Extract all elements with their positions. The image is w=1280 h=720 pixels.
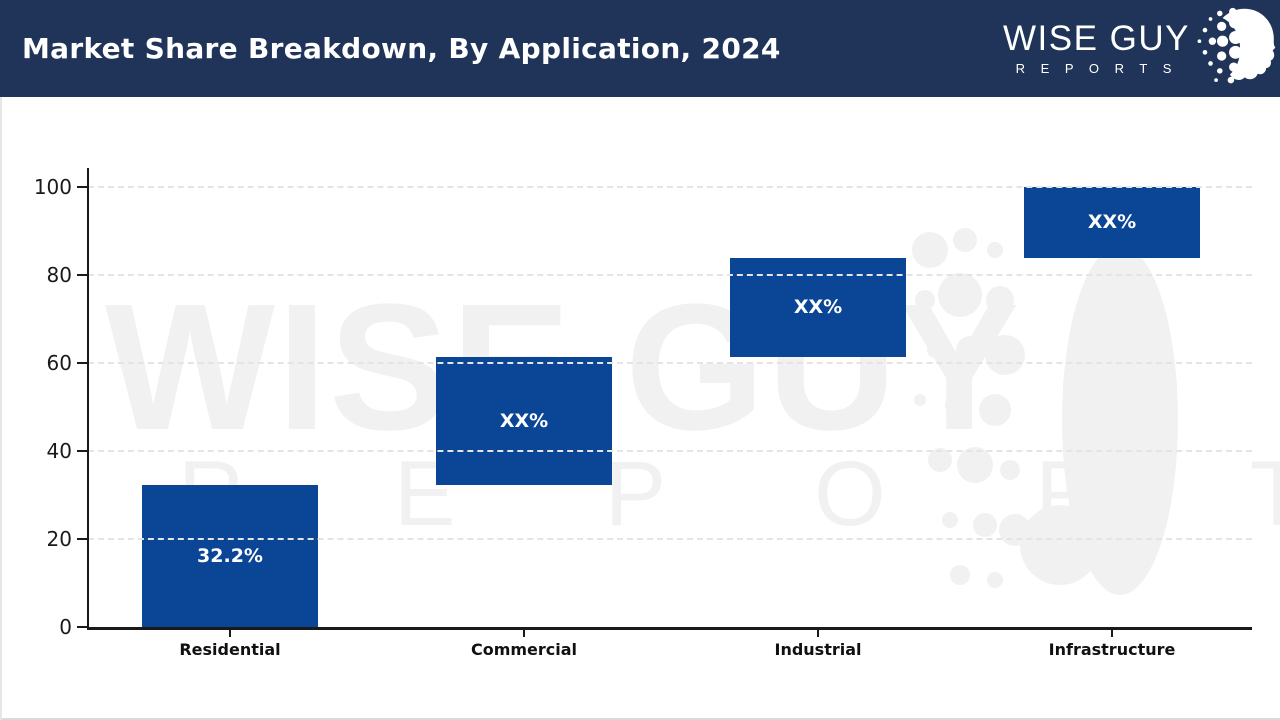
header: Market Share Breakdown, By Application, …: [0, 0, 1280, 97]
y-tick-mark-40: [77, 450, 88, 452]
brand-text: WISE GUY R E P O R T S: [1003, 21, 1190, 76]
x-category-label-residential: Residential: [179, 640, 281, 659]
y-tick-mark-60: [77, 362, 88, 364]
brand-face-icon: [1197, 7, 1276, 83]
gridline-60: [88, 362, 1252, 364]
bar-value-label: XX%: [793, 296, 843, 319]
y-axis-line: [87, 168, 89, 629]
bar-value-label: 32.2%: [197, 545, 263, 568]
brand-name: WISE GUY: [1002, 19, 1190, 58]
y-tick-label-80: 80: [46, 263, 72, 287]
x-category-label-infrastructure: Infrastructure: [1048, 640, 1176, 659]
x-category-label-commercial: Commercial: [470, 640, 578, 659]
brand-subtitle: R E P O R T S: [1015, 61, 1178, 76]
x-axis-line: [87, 627, 1252, 630]
y-tick-mark-100: [77, 186, 88, 188]
x-tick-mark-residential: [229, 630, 231, 637]
y-tick-mark-20: [77, 538, 88, 540]
y-tick-mark-80: [77, 274, 88, 276]
bottom-border: [0, 718, 1280, 720]
bar-industrial: XX%: [730, 257, 906, 357]
x-tick-mark-industrial: [817, 630, 819, 637]
y-tick-label-20: 20: [46, 527, 72, 551]
gridline-40: [88, 450, 1252, 452]
gridline-80: [88, 274, 1252, 276]
gridline-20: [88, 538, 1252, 540]
y-tick-label-0: 0: [59, 615, 72, 639]
bar-infrastructure: XX%: [1024, 187, 1200, 258]
chart-title: Market Share Breakdown, By Application, …: [22, 32, 781, 65]
bar-commercial: XX%: [436, 356, 612, 486]
x-category-label-industrial: Industrial: [774, 640, 862, 659]
bar-residential: 32.2%: [142, 485, 318, 627]
y-tick-mark-0: [77, 626, 88, 628]
x-tick-mark-infrastructure: [1111, 630, 1113, 637]
y-tick-label-100: 100: [33, 175, 72, 199]
gridline-100: [88, 186, 1252, 188]
bar-value-label: XX%: [1087, 211, 1137, 234]
left-border: [0, 97, 2, 720]
bar-value-label: XX%: [499, 410, 549, 433]
y-tick-label-60: 60: [46, 351, 72, 375]
brand-logo: WISE GUY R E P O R T S: [1003, 0, 1280, 97]
x-tick-mark-commercial: [523, 630, 525, 637]
y-tick-label-40: 40: [46, 439, 72, 463]
